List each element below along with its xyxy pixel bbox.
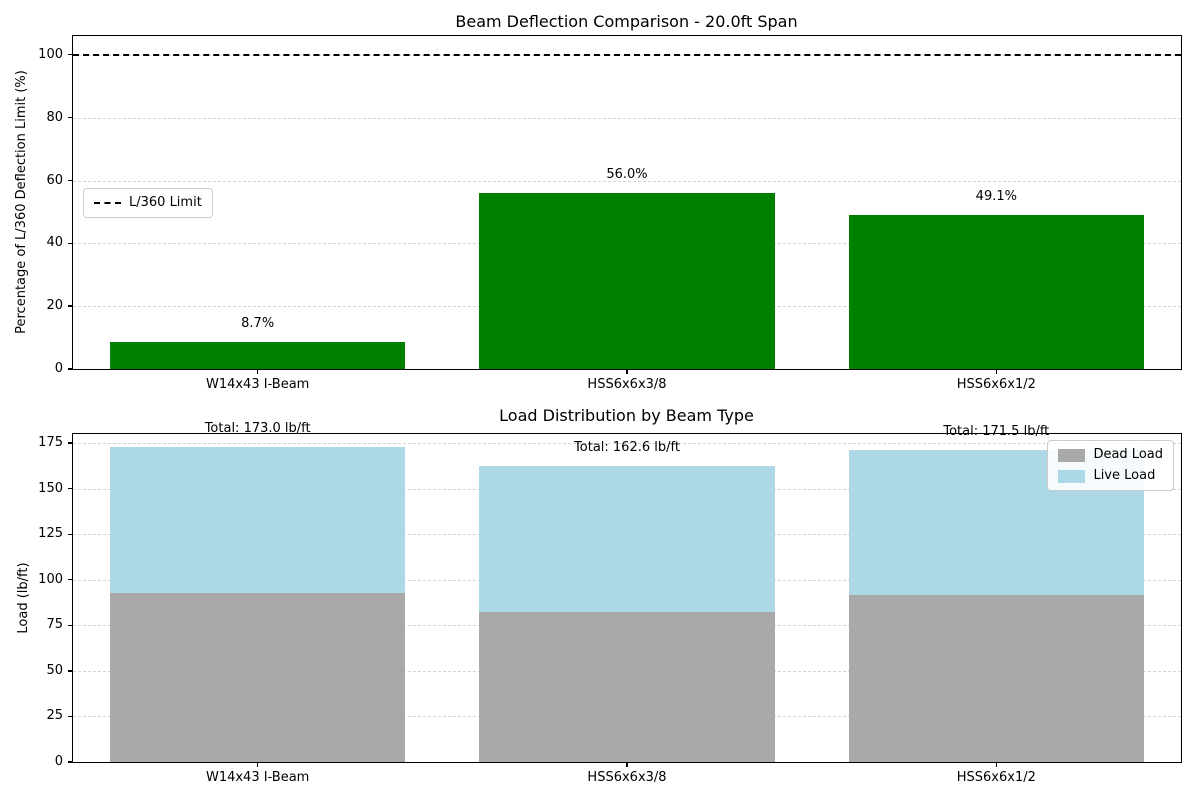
gridline-80	[73, 117, 1181, 119]
y-tick-20: 20	[46, 298, 63, 314]
deflection-plot-area: 0 20 40 60 80 100 W14x43 I-Beam 8.7% HSS6x6x3/8 5…	[38, 36, 1181, 392]
l360-limit-line	[73, 53, 1181, 56]
bottom-y-axis-label: Load (lb/ft)	[16, 562, 31, 634]
x-tick-mark-1	[626, 762, 628, 767]
y-tick-mark-0	[68, 368, 73, 370]
total-label-2: Total: 171.5 lb/ft	[943, 423, 1050, 439]
y-tick-100: 100	[38, 46, 63, 62]
y-tick-mark-40	[68, 242, 73, 244]
y-tick-mark-60	[68, 179, 73, 182]
y-tick-mark-75	[68, 624, 73, 626]
y-tick-mark-100	[68, 579, 73, 581]
y-tick-40: 40	[46, 235, 63, 251]
value-label-2: 49.1%	[975, 188, 1017, 204]
y-tick-mark-0	[68, 761, 73, 763]
y-tick-50: 50	[46, 662, 63, 678]
legend-item-l360-limit: L/360 Limit	[94, 195, 202, 211]
y-tick-mark-20	[68, 305, 73, 307]
live-load-swatch	[1058, 469, 1086, 483]
y-tick-0: 0	[54, 754, 63, 769]
x-tick-label-0: W14x43 I-Beam	[205, 770, 310, 785]
x-tick-mark-1	[626, 369, 628, 374]
legend-label-dead-load: Dead Load	[1093, 447, 1163, 462]
y-tick-mark-100	[68, 54, 73, 56]
x-tick-mark-2	[995, 762, 998, 767]
y-tick-0: 0	[54, 361, 63, 376]
legend-item-dead-load: Dead Load	[1058, 447, 1163, 463]
y-tick-80: 80	[46, 109, 63, 125]
x-tick-label-1: HSS6x6x3/8	[587, 377, 667, 392]
value-label-0: 8.7%	[241, 315, 275, 331]
gridline-60	[73, 180, 1181, 182]
live-load-segment-1	[479, 465, 775, 612]
y-tick-100: 100	[38, 571, 63, 587]
x-tick-label-2: HSS6x6x1/2	[956, 377, 1036, 392]
x-tick-label-0: W14x43 I-Beam	[205, 377, 310, 392]
deflection-bar-2	[848, 214, 1145, 369]
gridline-175	[73, 443, 1181, 445]
x-tick-label-2: HSS6x6x1/2	[956, 770, 1036, 785]
deflection-bar-1	[479, 193, 775, 369]
load-plot-area: 0 25 50 75 100 125 150 175 W14x43 I-Beam Total: 1…	[38, 421, 1181, 785]
x-tick-mark-0	[257, 762, 259, 767]
y-tick-mark-150	[68, 487, 73, 490]
y-tick-60: 60	[46, 172, 63, 188]
dead-load-segment-1	[479, 611, 775, 762]
y-tick-mark-25	[68, 715, 73, 718]
live-load-segment-0	[109, 446, 406, 593]
value-label-1: 56.0%	[606, 167, 648, 183]
bottom-chart-title: Load Distribution by Beam Type	[499, 406, 754, 425]
legend-label-live-load: Live Load	[1093, 468, 1156, 483]
y-tick-mark-50	[68, 670, 73, 672]
dashed-line-swatch	[94, 201, 121, 204]
deflection-chart-axes: 0 20 40 60 80 100 W14x43 I-Beam 8.7% HSS6x6x3/8 5…	[38, 35, 1182, 392]
y-tick-75: 75	[46, 617, 63, 633]
y-tick-mark-80	[68, 116, 73, 119]
legend-item-live-load: Live Load	[1058, 468, 1163, 484]
dead-load-segment-2	[848, 595, 1145, 762]
y-tick-25: 25	[46, 708, 63, 724]
x-tick-label-1: HSS6x6x3/8	[587, 770, 667, 785]
top-y-axis-label: Percentage of L/360 Deflection Limit (%)	[14, 70, 29, 334]
total-label-0: Total: 173.0 lb/ft	[204, 420, 311, 436]
deflection-bar-0	[109, 341, 406, 369]
x-tick-mark-0	[257, 369, 259, 374]
y-tick-mark-175	[68, 442, 73, 444]
top-chart-title: Beam Deflection Comparison - 20.0ft Span	[455, 12, 798, 31]
y-tick-150: 150	[38, 480, 63, 496]
dead-load-segment-0	[109, 592, 406, 762]
load-legend: Dead Load Live Load	[1047, 440, 1174, 491]
load-chart-axes: 0 25 50 75 100 125 150 175 W14x43 I-Beam Total: 1…	[38, 421, 1182, 785]
y-tick-175: 175	[38, 435, 63, 451]
y-tick-125: 125	[38, 526, 63, 542]
dead-load-swatch	[1058, 448, 1086, 462]
y-tick-mark-125	[68, 533, 73, 535]
legend-label-l360: L/360 Limit	[129, 194, 202, 210]
total-label-1: Total: 162.6 lb/ft	[574, 439, 680, 455]
x-tick-mark-2	[995, 369, 998, 374]
limit-legend: L/360 Limit	[83, 187, 213, 218]
